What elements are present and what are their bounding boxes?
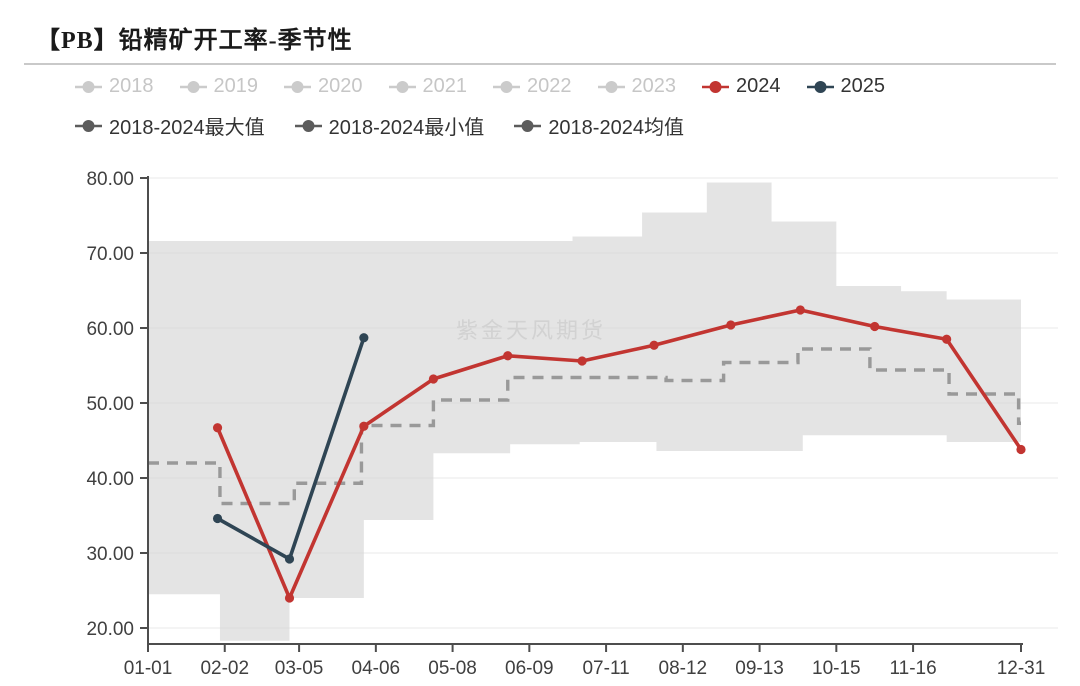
x-tick-label: 12-31 <box>997 658 1046 679</box>
series-2025-point <box>359 333 369 343</box>
y-tick-label: 60.00 <box>86 319 134 340</box>
legend-row-years: 2018 2019 2020 2021 2022 2023 2024 2025 <box>75 75 885 98</box>
x-tick-label: 10-15 <box>812 658 861 679</box>
x-tick-label: 08-12 <box>659 658 708 679</box>
series-2024-point <box>726 320 736 330</box>
series-2024-point <box>428 374 439 384</box>
series-2024-point <box>942 334 952 344</box>
legend-item-2018-2024-[interactable]: 2018-2024均值 <box>514 111 684 140</box>
chart-legend: 2018 2019 2020 2021 2022 2023 2024 2025 2018-20… <box>75 75 885 140</box>
x-tick-label: 07-11 <box>582 658 629 679</box>
x-tick-label: 01-01 <box>124 658 173 679</box>
legend-item-2023[interactable]: 2023 <box>597 75 677 98</box>
x-tick-label: 11-16 <box>889 658 936 679</box>
legend-label: 2019 <box>213 75 259 97</box>
legend-series-marker-icon <box>294 119 322 132</box>
legend-series-marker-icon <box>514 119 542 132</box>
series-2025-point <box>284 554 295 564</box>
legend-label: 2025 <box>840 75 886 97</box>
x-tick-label: 05-08 <box>428 658 477 679</box>
y-tick-label: 70.00 <box>86 244 134 265</box>
series-2024-point <box>870 321 880 332</box>
legend-series-marker-icon <box>388 80 416 93</box>
legend-item-2018-2024-[interactable]: 2018-2024最小值 <box>294 111 485 140</box>
legend-item-2018[interactable]: 2018 <box>75 75 154 98</box>
legend-item-2024[interactable]: 2024 <box>702 75 781 98</box>
mean-line-2018-2024 <box>148 347 1021 506</box>
legend-item-2021[interactable]: 2021 <box>388 75 468 98</box>
legend-label: 2020 <box>318 75 363 97</box>
y-tick-label: 50.00 <box>86 394 134 415</box>
legend-label: 2024 <box>736 75 781 97</box>
legend-item-2018-2024-[interactable]: 2018-2024最大值 <box>75 111 265 140</box>
series-2024-line <box>215 308 1023 600</box>
series-2024-point <box>284 593 295 603</box>
legend-series-marker-icon <box>493 80 520 93</box>
legend-item-2020[interactable]: 2020 <box>284 75 363 98</box>
legend-item-2019[interactable]: 2019 <box>179 75 259 98</box>
legend-series-marker-icon <box>75 80 102 93</box>
y-tick-label: 20.00 <box>86 619 134 640</box>
legend-label: 2021 <box>422 75 468 97</box>
legend-item-2022[interactable]: 2022 <box>493 75 572 98</box>
series-2024-point <box>795 305 805 315</box>
legend-label: 2018 <box>109 75 154 97</box>
legend-label: 2018-2024最小值 <box>328 117 485 139</box>
legend-item-2025[interactable]: 2025 <box>806 75 886 98</box>
title-divider <box>24 63 1056 65</box>
series-2024-point <box>577 356 587 366</box>
x-tick-label: 02-02 <box>200 658 249 679</box>
legend-label: 2018-2024最大值 <box>109 117 265 139</box>
series-2024-point <box>503 351 513 361</box>
series-2024-point <box>212 423 223 433</box>
series-2024-point <box>1016 444 1026 455</box>
x-tick-label: 03-05 <box>275 658 324 679</box>
legend-label: 2023 <box>631 75 677 97</box>
legend-row-aggregates: 2018-2024最大值 2018-2024最小值 2018-2024均值 <box>75 111 885 140</box>
legend-series-marker-icon <box>597 80 625 93</box>
legend-series-marker-icon <box>284 80 311 93</box>
page-title: 【PB】铅精矿开工率-季节性 <box>36 28 353 54</box>
min-max-band-area <box>148 182 1021 641</box>
legend-label: 2018-2024均值 <box>548 117 684 139</box>
legend-label: 2022 <box>527 75 572 97</box>
legend-series-marker-icon <box>702 80 729 93</box>
legend-series-marker-icon <box>179 80 207 93</box>
legend-series-marker-icon <box>806 80 834 93</box>
x-tick-label: 04-06 <box>352 658 401 679</box>
y-tick-label: 40.00 <box>86 469 134 490</box>
y-tick-label: 30.00 <box>86 544 134 565</box>
watermark-text: 紫金天风期货 <box>456 318 606 343</box>
series-2025-point <box>212 513 223 524</box>
x-tick-label: 09-13 <box>735 658 784 679</box>
x-tick-label: 06-09 <box>505 658 554 679</box>
legend-series-marker-icon <box>75 119 102 132</box>
y-tick-label: 80.00 <box>86 169 134 190</box>
series-2024-point <box>649 340 659 350</box>
series-2024-point <box>359 421 369 431</box>
